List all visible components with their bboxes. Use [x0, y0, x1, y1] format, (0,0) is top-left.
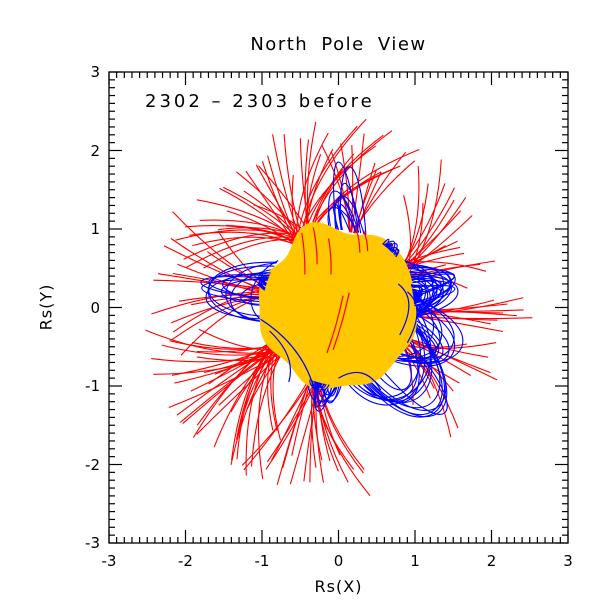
x-tick-label: -1 — [254, 552, 270, 570]
x-tick-label: -2 — [178, 552, 193, 570]
y-tick-label: 0 — [90, 298, 100, 317]
y-tick-label: -1 — [85, 377, 100, 395]
x-tick-label: 3 — [563, 552, 573, 570]
y-tick-label: -3 — [85, 534, 100, 552]
x-tick-label: 0 — [333, 552, 344, 570]
y-axis-label: Rs(Y) — [36, 283, 56, 331]
y-tick-label: 3 — [90, 63, 100, 81]
x-tick-label: -3 — [101, 552, 117, 570]
plot-title: North Pole View — [250, 34, 427, 55]
x-tick-label: 2 — [486, 552, 497, 570]
y-tick-label: 1 — [90, 220, 100, 238]
y-tick-label: -2 — [85, 455, 100, 474]
time-range-annotation: 2302 – 2303 before — [145, 91, 375, 112]
x-axis-label: Rs(X) — [314, 577, 363, 596]
x-tick-label: 1 — [410, 552, 420, 570]
sun-disk — [258, 222, 418, 390]
y-tick-label: 2 — [90, 141, 100, 160]
